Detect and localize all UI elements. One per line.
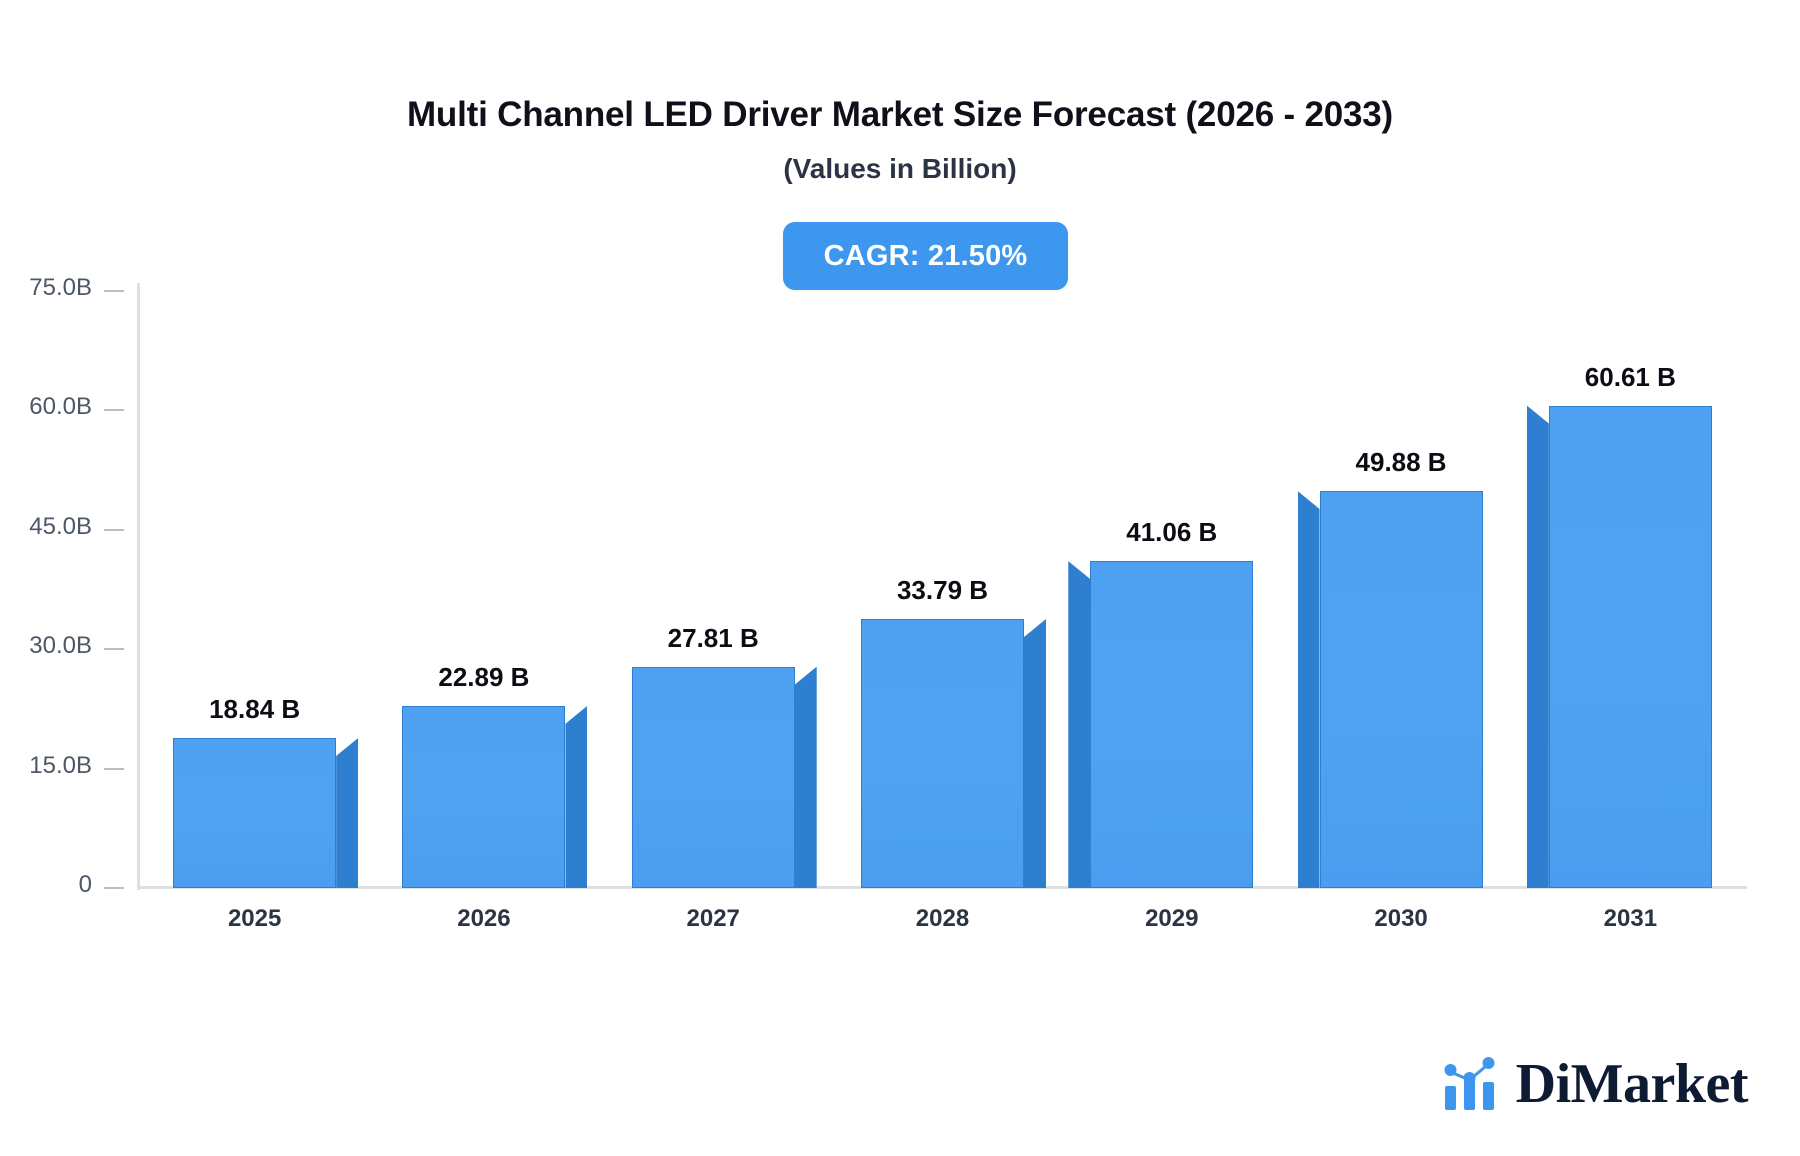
bar-2028 [861,619,1046,888]
cagr-badge: CAGR: 21.50% [783,222,1068,290]
x-axis-tick-label: 2031 [1603,905,1658,932]
bar-value-label: 27.81 B [667,622,759,653]
x-axis-tick-label: 2030 [1374,905,1428,932]
bar-side-face [1297,490,1320,888]
bar-front-face [1319,490,1483,888]
x-axis-tick-label: 2026 [457,905,511,932]
bar-2026 [402,705,588,888]
bar-2027 [631,666,817,888]
bar-value-label: 49.88 B [1355,446,1447,477]
y-axis-tick-mark [104,290,124,292]
y-axis-tick-mark [104,528,124,531]
bar-front-face [402,705,566,888]
y-axis-tick-label: 0 [78,871,92,898]
bar-front-face [1548,405,1712,888]
bar-value-label: 22.89 B [438,661,530,692]
bar-2031 [1526,405,1712,888]
y-axis-tick-mark [104,409,124,412]
y-axis-tick-mark [104,767,124,770]
bar-front-face [173,738,337,888]
bar-side-face [794,666,817,888]
y-axis-tick-label: 45.0B [29,512,92,540]
bar-side-face [1068,561,1091,888]
x-axis-tick-label: 2025 [227,905,282,932]
bar-chart-icon [1444,1057,1495,1110]
bar-front-face [631,666,795,888]
bar-side-face [565,705,588,888]
bar-2025 [173,738,359,888]
bar-2030 [1297,490,1483,888]
bar-2029 [1068,561,1254,888]
bar-value-label: 33.79 B [896,575,989,606]
x-axis-tick-label: 2029 [1145,905,1199,932]
bar-value-label: 18.84 B [209,694,301,725]
bar-front-face [1090,561,1254,888]
y-axis-tick-mark [104,887,124,889]
x-axis-tick-label: 2027 [686,905,740,932]
brand-name: DiMarket [1515,1053,1749,1115]
bar-value-label: 60.61 B [1584,361,1676,392]
brand-logo: DiMarket [1442,1053,1749,1115]
bar-side-face [336,738,359,888]
bar-front-face [861,619,1024,888]
y-axis-tick-label: 30.0B [29,632,92,660]
bar-side-face [1024,619,1046,888]
bar-side-face [1526,405,1549,888]
x-axis-tick-label: 2028 [915,905,970,932]
y-axis-tick-label: 60.0B [29,393,92,421]
y-axis-tick-mark [104,648,124,651]
bar-value-label: 41.06 B [1126,517,1218,548]
y-axis-tick-label: 15.0B [29,751,92,779]
y-axis-line [137,283,140,890]
y-axis-tick-label: 75.0B [29,274,92,301]
